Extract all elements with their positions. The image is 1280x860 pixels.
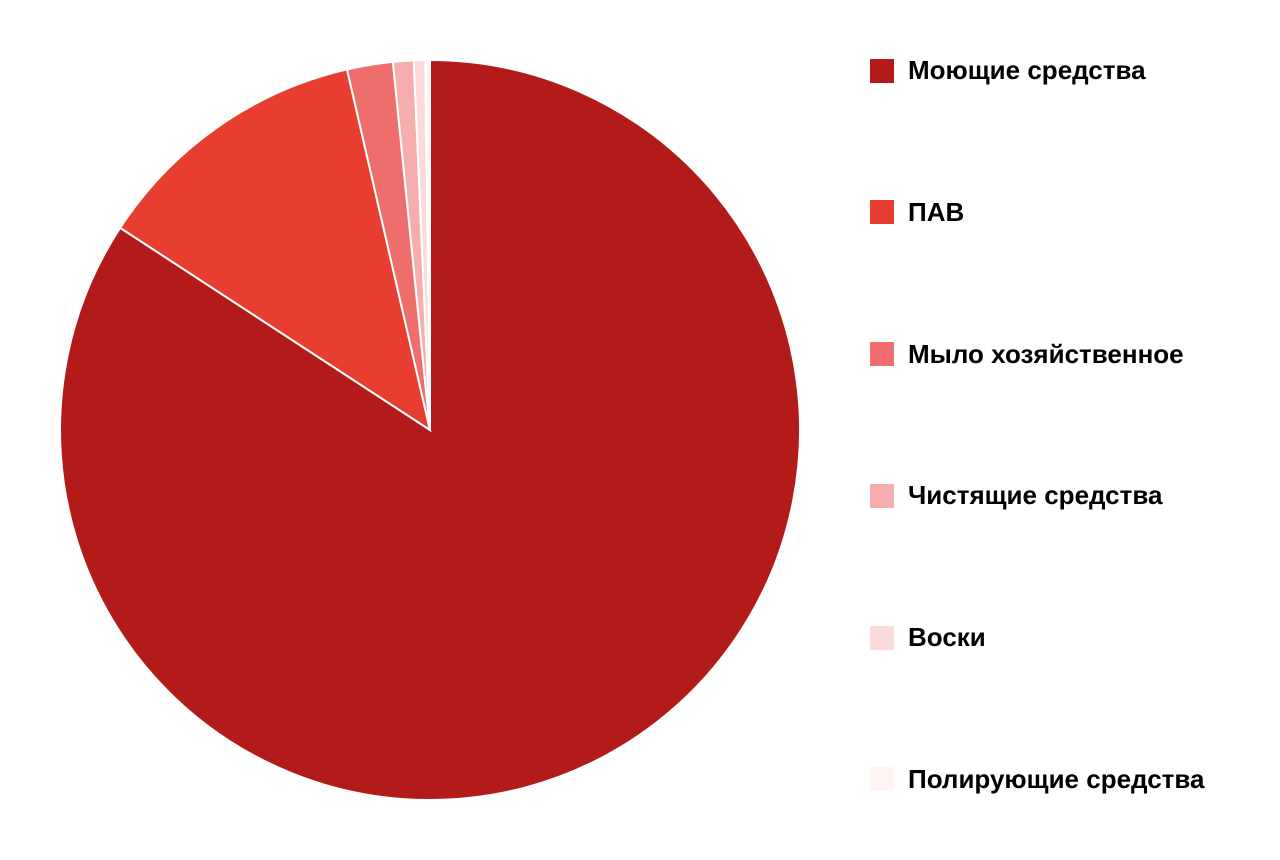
legend-swatch <box>870 59 894 83</box>
legend-item: Моющие средства <box>870 55 1205 86</box>
legend-swatch <box>870 484 894 508</box>
legend-swatch <box>870 342 894 366</box>
legend-label: Полирующие средства <box>908 764 1205 795</box>
legend: Моющие средства ПАВ Мыло хозяйственное Чист… <box>870 55 1205 795</box>
legend-label: Воски <box>908 622 986 653</box>
legend-label: ПАВ <box>908 197 964 228</box>
legend-item: Мыло хозяйственное <box>870 339 1205 370</box>
pie-chart-container: Моющие средства ПАВ Мыло хозяйственное Чист… <box>0 0 1280 860</box>
pie-chart <box>60 60 800 800</box>
legend-item: Полирующие средства <box>870 764 1205 795</box>
legend-swatch <box>870 200 894 224</box>
legend-swatch <box>870 626 894 650</box>
legend-item: Воски <box>870 622 1205 653</box>
legend-label: Чистящие средства <box>908 480 1162 511</box>
legend-item: ПАВ <box>870 197 1205 228</box>
legend-label: Моющие средства <box>908 55 1146 86</box>
legend-label: Мыло хозяйственное <box>908 339 1184 370</box>
legend-item: Чистящие средства <box>870 480 1205 511</box>
legend-swatch <box>870 767 894 791</box>
